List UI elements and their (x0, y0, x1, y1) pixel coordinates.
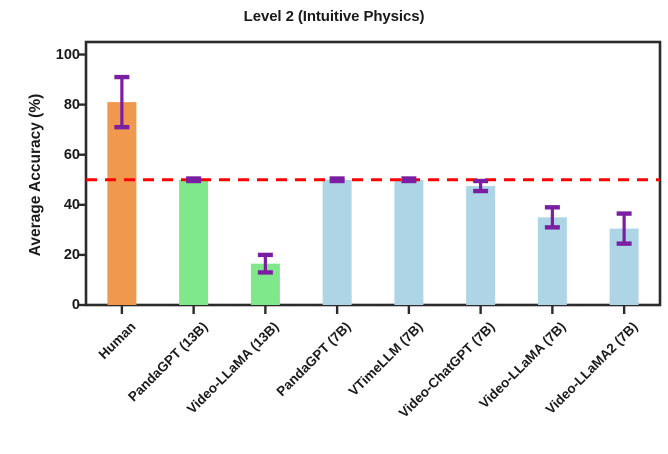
bar (107, 102, 137, 305)
y-tick-label: 0 (71, 297, 80, 313)
y-tick-label: 20 (63, 246, 80, 263)
bar (537, 217, 567, 305)
bar (466, 186, 496, 305)
bar (179, 179, 209, 305)
bar (322, 179, 352, 305)
y-tick-label: 100 (55, 46, 80, 63)
chart-title: Level 2 (Intuitive Physics) (243, 8, 425, 25)
y-tick-label: 40 (63, 196, 80, 213)
bars-group (107, 102, 639, 305)
y-tick-marks (79, 53, 86, 307)
bar (394, 179, 424, 305)
y-tick-label: 80 (63, 96, 80, 113)
error-bars-group (114, 74, 632, 275)
y-tick-label: 60 (63, 146, 80, 163)
axes-frame (84, 40, 662, 307)
y-axis-tick-labels: 0 20 40 60 80 100 (38, 0, 80, 454)
x-tick-marks (120, 305, 626, 314)
